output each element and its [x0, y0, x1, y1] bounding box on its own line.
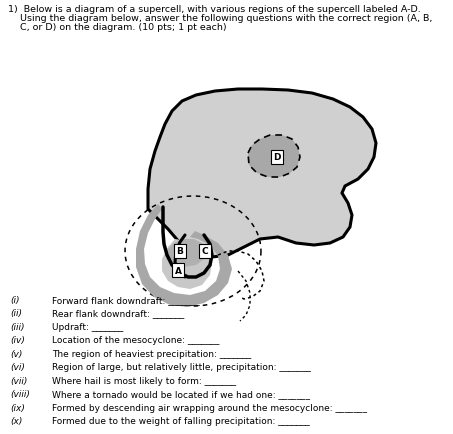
Text: The region of heaviest precipitation: _______: The region of heaviest precipitation: __… [52, 349, 251, 358]
Text: C, or D) on the diagram. (10 pts; 1 pt each): C, or D) on the diagram. (10 pts; 1 pt e… [8, 23, 226, 32]
Polygon shape [162, 240, 212, 289]
Text: (viii): (viii) [10, 390, 30, 398]
Text: (vii): (vii) [10, 376, 27, 385]
Text: Updraft: _______: Updraft: _______ [52, 322, 123, 331]
Text: Where a tornado would be located if we had one: _______: Where a tornado would be located if we h… [52, 390, 310, 398]
Polygon shape [167, 240, 206, 267]
Text: D: D [273, 153, 281, 162]
Text: (ix): (ix) [10, 403, 25, 412]
Text: (iii): (iii) [10, 322, 24, 331]
Text: Formed due to the weight of falling precipitation: _______: Formed due to the weight of falling prec… [52, 417, 310, 425]
Text: (v): (v) [10, 349, 22, 358]
Polygon shape [148, 90, 376, 257]
Text: Using the diagram below, answer the following questions with the correct region : Using the diagram below, answer the foll… [8, 14, 432, 23]
Text: (i): (i) [10, 295, 19, 304]
Polygon shape [136, 204, 232, 307]
Text: A: A [174, 266, 182, 275]
Text: (vi): (vi) [10, 363, 25, 372]
Text: Where hail is most likely to form: _______: Where hail is most likely to form: _____… [52, 376, 236, 385]
Text: Formed by descending air wrapping around the mesocyclone: _______: Formed by descending air wrapping around… [52, 403, 367, 412]
Text: (iv): (iv) [10, 336, 25, 345]
Text: C: C [202, 247, 208, 256]
Text: (ii): (ii) [10, 309, 22, 318]
Text: 1)  Below is a diagram of a supercell, with various regions of the supercell lab: 1) Below is a diagram of a supercell, wi… [8, 5, 421, 14]
Text: (x): (x) [10, 417, 22, 425]
Polygon shape [248, 136, 300, 178]
Text: Location of the mesocyclone: _______: Location of the mesocyclone: _______ [52, 336, 219, 345]
Text: Forward flank downdraft: _______: Forward flank downdraft: _______ [52, 295, 200, 304]
Text: Region of large, but relatively little, precipitation: _______: Region of large, but relatively little, … [52, 363, 311, 372]
Text: Rear flank downdraft: _______: Rear flank downdraft: _______ [52, 309, 184, 318]
Text: B: B [177, 247, 183, 256]
